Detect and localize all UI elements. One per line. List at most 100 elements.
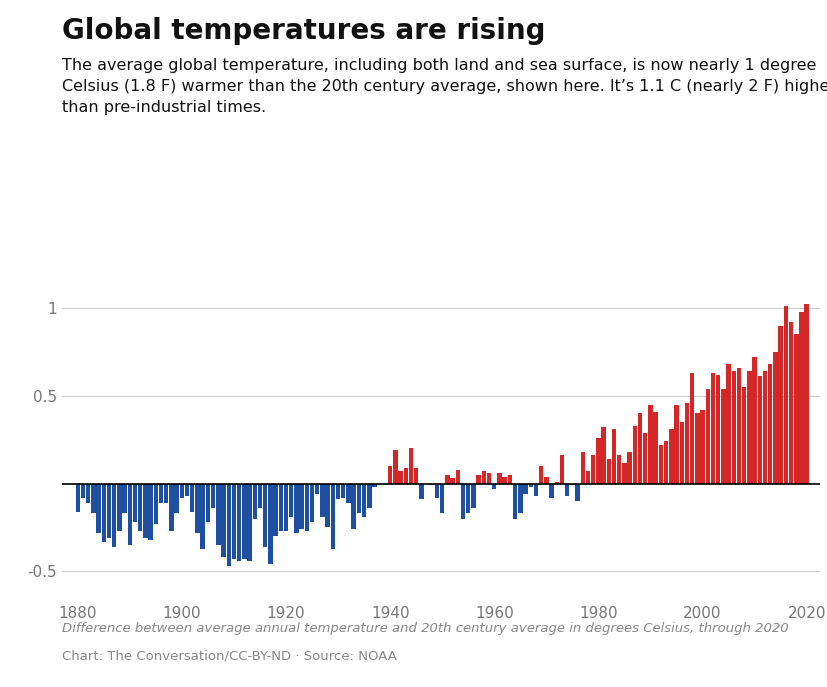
Bar	[107, 484, 111, 538]
Bar	[169, 484, 174, 531]
Bar	[476, 475, 480, 484]
Bar	[684, 403, 688, 484]
Bar	[75, 484, 80, 512]
Bar	[528, 484, 533, 487]
Bar	[398, 471, 402, 484]
Text: Difference between average annual temperature and 20th century average in degree: Difference between average annual temper…	[62, 622, 788, 635]
Bar	[96, 484, 101, 532]
Text: Chart: The Conversation/CC-BY-ND · Source: NOAA: Chart: The Conversation/CC-BY-ND · Sourc…	[62, 649, 396, 662]
Bar	[461, 484, 465, 519]
Bar	[418, 484, 423, 499]
Bar	[731, 371, 735, 484]
Bar	[159, 484, 163, 503]
Bar	[720, 389, 724, 484]
Bar	[705, 389, 709, 484]
Bar	[237, 484, 241, 561]
Bar	[450, 478, 454, 484]
Bar	[80, 484, 85, 497]
Bar	[804, 304, 808, 484]
Bar	[325, 484, 329, 528]
Bar	[658, 445, 662, 484]
Bar	[341, 484, 345, 497]
Bar	[314, 484, 319, 494]
Bar	[486, 473, 490, 484]
Bar	[102, 484, 106, 541]
Bar	[346, 484, 351, 503]
Bar	[782, 306, 787, 484]
Bar	[554, 482, 558, 484]
Bar	[538, 466, 543, 484]
Bar	[700, 410, 704, 484]
Bar	[590, 455, 595, 484]
Bar	[752, 357, 756, 484]
Bar	[715, 374, 719, 484]
Bar	[148, 484, 153, 540]
Bar	[117, 484, 122, 531]
Bar	[622, 462, 626, 484]
Bar	[309, 484, 314, 522]
Bar	[330, 484, 335, 548]
Bar	[211, 484, 215, 508]
Bar	[663, 442, 667, 484]
Bar	[289, 484, 293, 517]
Bar	[600, 427, 605, 484]
Bar	[746, 371, 751, 484]
Bar	[497, 473, 501, 484]
Bar	[382, 484, 387, 485]
Bar	[361, 484, 366, 517]
Bar	[611, 429, 615, 484]
Bar	[533, 484, 538, 496]
Bar	[725, 364, 730, 484]
Bar	[263, 484, 267, 547]
Bar	[91, 484, 95, 513]
Bar	[294, 484, 299, 532]
Bar	[174, 484, 179, 513]
Bar	[221, 484, 226, 557]
Bar	[273, 484, 278, 537]
Bar	[143, 484, 147, 538]
Bar	[643, 433, 647, 484]
Bar	[564, 484, 569, 496]
Bar	[767, 364, 772, 484]
Bar	[336, 484, 340, 499]
Bar	[548, 484, 553, 497]
Bar	[518, 484, 522, 513]
Bar	[695, 414, 699, 484]
Bar	[284, 484, 288, 531]
Bar	[762, 371, 767, 484]
Bar	[679, 422, 683, 484]
Bar	[507, 475, 511, 484]
Bar	[366, 484, 371, 508]
Bar	[372, 484, 376, 487]
Bar	[673, 405, 678, 484]
Bar	[648, 405, 652, 484]
Bar	[195, 484, 199, 532]
Bar	[491, 484, 496, 489]
Bar	[216, 484, 220, 545]
Bar	[668, 429, 672, 484]
Bar	[200, 484, 204, 548]
Bar	[429, 484, 433, 485]
Bar	[320, 484, 324, 517]
Bar	[570, 484, 574, 485]
Bar	[710, 373, 715, 484]
Bar	[86, 484, 90, 503]
Bar	[138, 484, 142, 531]
Bar	[632, 426, 636, 484]
Bar	[112, 484, 117, 547]
Bar	[247, 484, 251, 561]
Bar	[512, 484, 517, 519]
Bar	[502, 477, 506, 484]
Bar	[757, 376, 761, 484]
Bar	[388, 466, 392, 484]
Bar	[580, 452, 585, 484]
Bar	[127, 484, 131, 545]
Bar	[179, 484, 184, 497]
Bar	[481, 471, 485, 484]
Bar	[777, 326, 782, 484]
Bar	[543, 477, 548, 484]
Bar	[190, 484, 194, 512]
Bar	[164, 484, 168, 503]
Bar	[595, 438, 600, 484]
Bar	[585, 471, 590, 484]
